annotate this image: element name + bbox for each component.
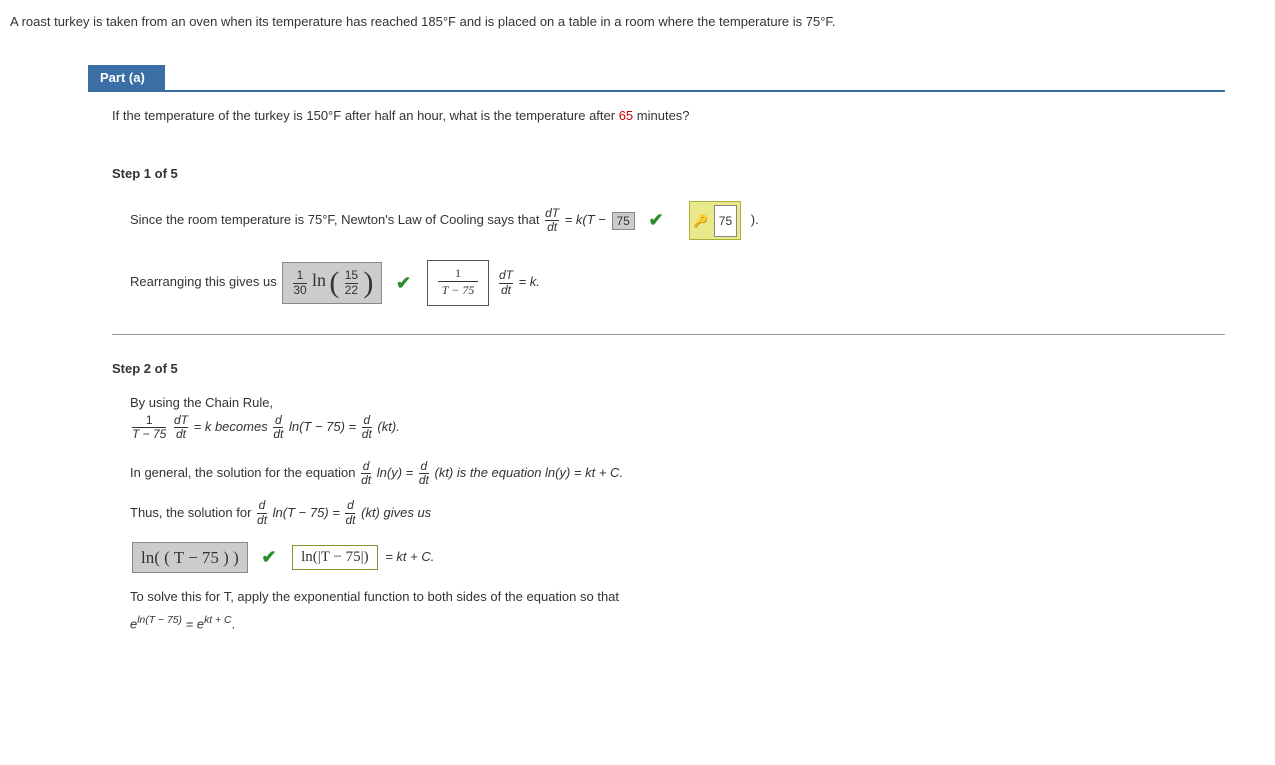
question-post: minutes? (633, 108, 689, 123)
correct-answer-box: ln(|T − 75|) (292, 545, 378, 570)
eq2-end: = k. (519, 275, 540, 290)
eq1-end: ). (751, 212, 759, 227)
part-header: Part (a) (88, 64, 1225, 92)
step1-line1-pre: Since the room temperature is 75°F, Newt… (130, 212, 543, 227)
step2-line1: By using the Chain Rule, (130, 394, 1225, 412)
part-tab: Part (a) (88, 65, 165, 90)
answer-box-ln[interactable]: ln( ( T − 75 ) ) (132, 542, 248, 573)
step2-content: By using the Chain Rule, 1T − 75 dTdt = … (130, 394, 1225, 634)
answer-box-1[interactable]: 75 (612, 212, 635, 230)
question-text: If the temperature of the turkey is 150°… (112, 106, 1225, 127)
check-icon: ✔ (396, 262, 411, 305)
dT-dt-frac-2: dT dt (499, 269, 513, 296)
content-region: Part (a) If the temperature of the turke… (88, 64, 1225, 635)
answer-box-2[interactable]: 1 30 ln ( 15 22 ) (282, 262, 382, 303)
dT-dt-frac: dT dt (545, 207, 559, 234)
eq1-mid: = k(T − (565, 212, 610, 227)
question-number: 65 (619, 108, 633, 123)
step1-line2-pre: Rearranging this gives us (130, 275, 280, 290)
check-icon: ✔ (261, 536, 276, 579)
step-divider (112, 334, 1225, 335)
part-body: If the temperature of the turkey is 150°… (112, 106, 1225, 635)
key-icon: 🔑 (693, 207, 708, 236)
step2-label: Step 2 of 5 (112, 361, 1225, 376)
key-value: 75 (714, 205, 737, 238)
check-icon: ✔ (648, 199, 663, 242)
question-pre: If the temperature of the turkey is 150°… (112, 108, 619, 123)
answer-key-box[interactable]: 🔑 75 (689, 201, 741, 240)
step1-content: Since the room temperature is 75°F, Newt… (130, 199, 1225, 306)
ln-text: ln (312, 270, 326, 290)
problem-statement: A roast turkey is taken from an oven whe… (10, 12, 1265, 32)
step2-line5: To solve this for T, apply the exponenti… (130, 587, 1225, 607)
step1-label: Step 1 of 5 (112, 166, 1225, 181)
formula-box-1-over-T-75: 1 T − 75 (427, 260, 490, 305)
